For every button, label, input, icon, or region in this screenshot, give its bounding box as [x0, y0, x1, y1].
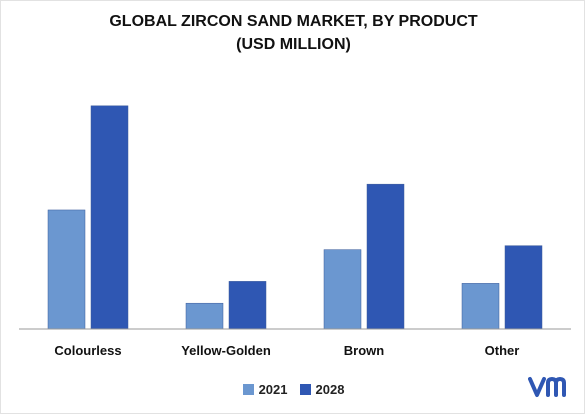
bar-yellow-golden-2021 — [185, 302, 224, 330]
bar-brown-2021 — [323, 249, 362, 330]
x-tick-label: Colourless — [54, 343, 121, 358]
chart-title-line-2: (USD MILLION) — [236, 36, 351, 53]
legend-swatch-2028 — [299, 384, 311, 395]
bar-other-2021 — [461, 283, 500, 330]
bar-colourless-2021 — [47, 209, 86, 330]
x-tick-label: Yellow-Golden — [181, 343, 271, 358]
legend-swatch-2021 — [242, 384, 254, 395]
legend-item-2021: 2021 — [242, 382, 288, 397]
legend-item-2028: 2028 — [299, 382, 345, 397]
x-tick-label: Other — [485, 343, 520, 358]
chart-legend: 2021 2028 — [1, 382, 585, 397]
mrfr-logo-icon — [528, 375, 570, 404]
legend-label-2028: 2028 — [315, 382, 345, 397]
bar-brown-2028 — [366, 183, 405, 330]
bar-colourless-2028 — [90, 105, 129, 330]
bar-yellow-golden-2028 — [228, 281, 267, 330]
legend-label-2021: 2021 — [258, 382, 288, 397]
bar-other-2028 — [504, 245, 543, 330]
x-tick-label: Brown — [344, 343, 385, 358]
chart-title-line-1: GLOBAL ZIRCON SAND MARKET, BY PRODUCT — [109, 13, 478, 30]
